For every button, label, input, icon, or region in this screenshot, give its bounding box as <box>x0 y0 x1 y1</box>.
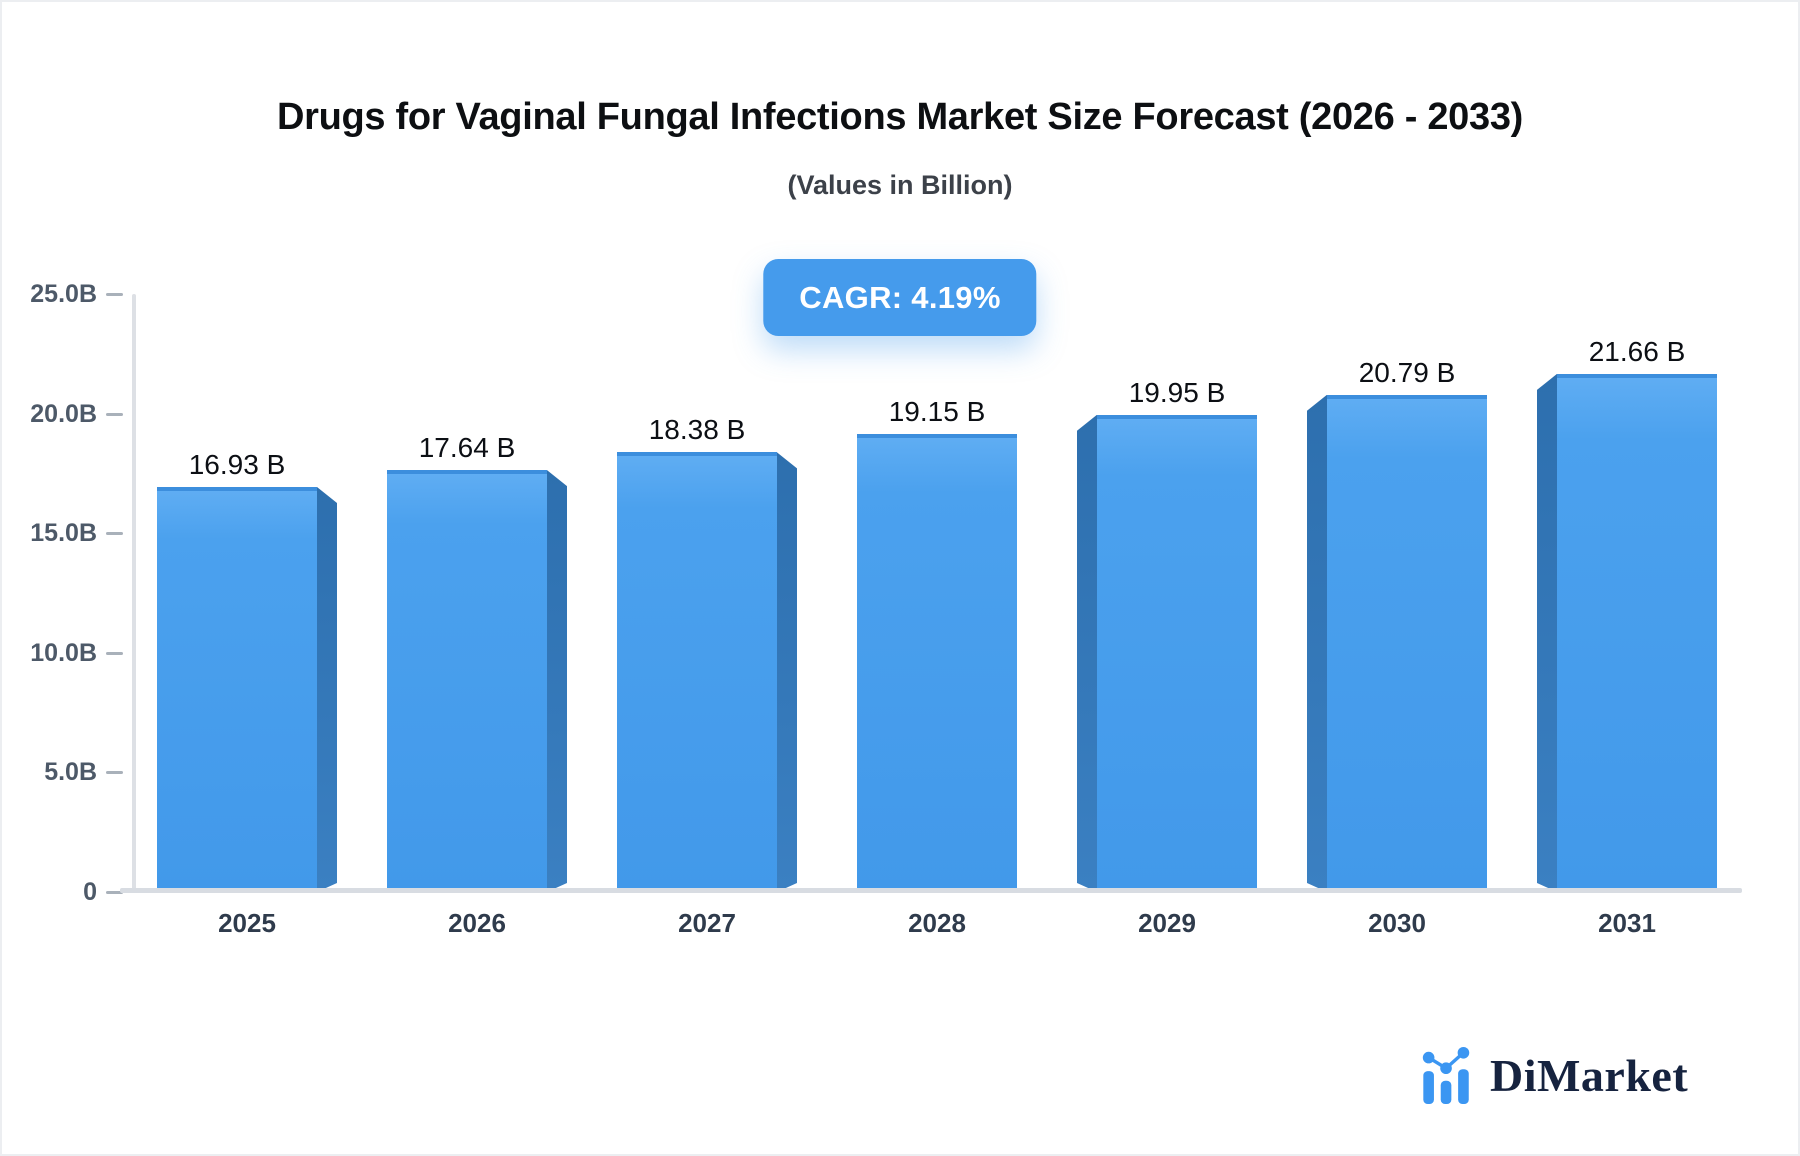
brand-logo: DiMarket <box>1418 1044 1688 1106</box>
bar-value-label: 20.79 B <box>1358 356 1456 388</box>
y-tick-dash <box>106 412 123 416</box>
y-tick-dash <box>106 891 123 894</box>
bar-2028[interactable]: 19.15 B <box>847 396 1027 892</box>
bar-value-label: 18.38 B <box>648 414 746 446</box>
bar-face: 21.66 B <box>1557 336 1717 892</box>
y-tick-label: 0 <box>83 878 97 906</box>
bar-side-face <box>1077 415 1097 892</box>
bar-2026[interactable]: 17.64 B <box>387 432 567 892</box>
x-tick-label-2031: 2031 <box>1598 908 1656 938</box>
bar-side-face <box>317 487 337 892</box>
bar-2025[interactable]: 16.93 B <box>157 449 337 892</box>
y-tick-dash <box>106 651 123 655</box>
y-tick-label: 25.0B <box>30 280 97 308</box>
bar-value-label: 19.15 B <box>888 395 986 427</box>
y-axis-line <box>132 294 136 892</box>
bar-2031[interactable]: 21.66 B <box>1537 336 1717 892</box>
x-tick-label-2028: 2028 <box>908 908 966 938</box>
y-axis: 25.0B 20.0B 15.0B 10.0B 5.0B 0 <box>2 280 132 906</box>
bar-side-face <box>1307 395 1327 892</box>
bar-2027[interactable]: 18.38 B <box>617 414 797 892</box>
x-axis-line <box>120 888 1742 893</box>
chart-title: Drugs for Vaginal Fungal Infections Mark… <box>276 96 1524 138</box>
bar-2030[interactable]: 20.79 B <box>1307 357 1487 892</box>
bar-value-label: 19.95 B <box>1128 376 1226 408</box>
y-tick-label: 5.0B <box>44 758 97 787</box>
x-tick-label-2029: 2029 <box>1138 908 1196 938</box>
bar-face: 18.38 B <box>617 414 777 892</box>
bar-face: 19.15 B <box>857 396 1017 892</box>
plot-area: 16.93 B 17.64 B 18.38 B 19.15 B 19.95 B 20.79… <box>132 294 1742 892</box>
y-tick-label: 10.0B <box>30 638 97 667</box>
bar-value-label: 16.93 B <box>188 449 286 481</box>
bar-face: 16.93 B <box>157 449 317 892</box>
bar-side-face <box>547 470 567 892</box>
y-tick-dash <box>106 293 123 296</box>
x-tick-label-2030: 2030 <box>1368 908 1426 938</box>
bar-face: 17.64 B <box>387 432 547 892</box>
x-tick-label-2025: 2025 <box>218 908 276 938</box>
y-tick-label: 15.0B <box>30 519 97 548</box>
y-tick-dash <box>106 532 123 536</box>
brand-name: DiMarket <box>1490 1049 1689 1101</box>
x-tick-label-2026: 2026 <box>448 908 506 938</box>
cagr-badge-label: CAGR: 4.19% <box>799 279 1001 315</box>
dimarket-logo-icon <box>1422 1046 1470 1104</box>
bar-face: 20.79 B <box>1327 357 1487 892</box>
chart-subtitle: (Values in Billion) <box>787 170 1013 200</box>
cagr-badge: CAGR: 4.19% <box>763 259 1037 336</box>
y-tick-dash <box>106 771 123 775</box>
y-tick-label: 20.0B <box>30 399 97 428</box>
bar-value-label: 17.64 B <box>418 432 516 464</box>
bar-side-face <box>1537 374 1557 892</box>
bar-side-face <box>777 452 797 892</box>
bar-face: 19.95 B <box>1097 377 1257 892</box>
bar-2029[interactable]: 19.95 B <box>1077 377 1257 892</box>
x-tick-label-2027: 2027 <box>678 908 736 938</box>
bar-value-label: 21.66 B <box>1588 335 1686 367</box>
x-axis: 2025 2026 2027 2028 2029 2030 2031 <box>132 908 1742 948</box>
